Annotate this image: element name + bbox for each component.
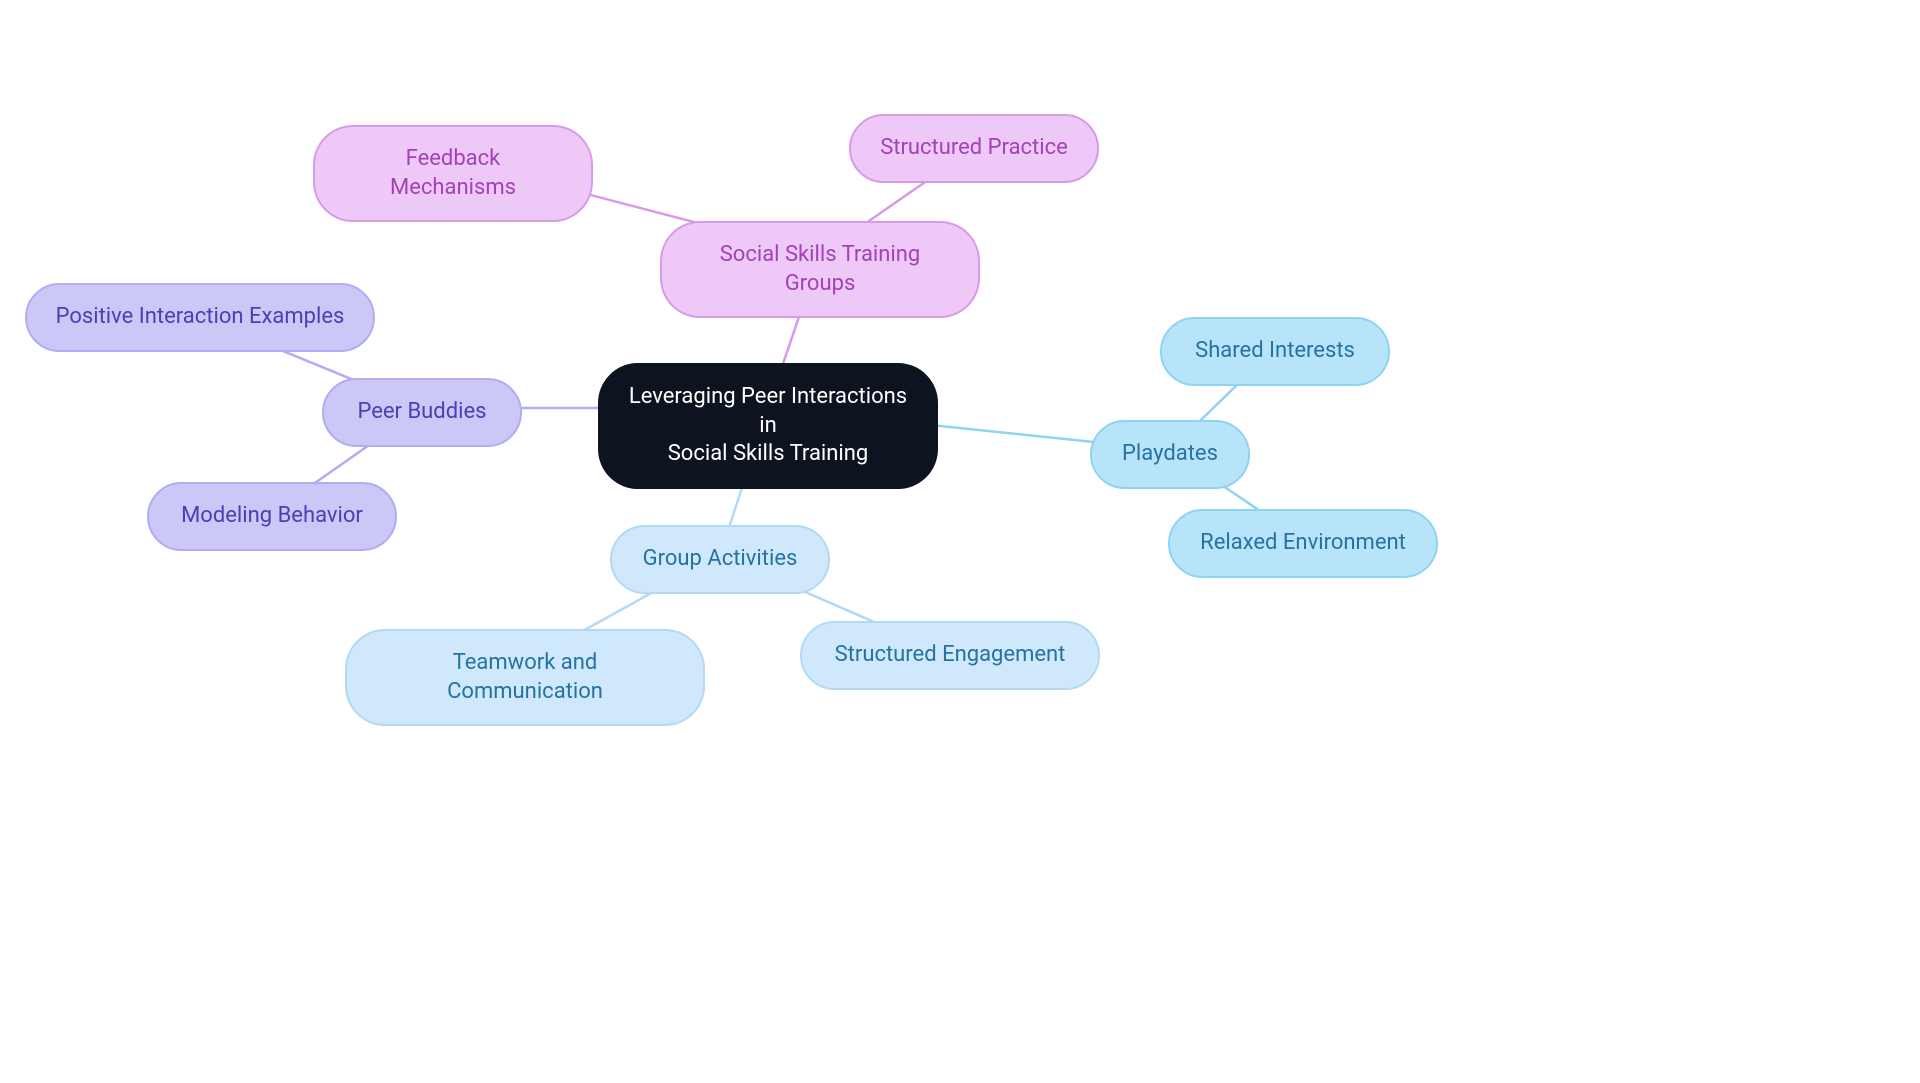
node-label-peer-buddies: Peer Buddies: [357, 398, 486, 427]
node-label-structured-engagement: Structured Engagement: [835, 641, 1066, 670]
node-label-modeling-behavior: Modeling Behavior: [181, 502, 363, 531]
node-label-structured-practice: Structured Practice: [880, 134, 1068, 163]
node-playdates: Playdates: [1090, 420, 1250, 489]
node-relaxed-environment: Relaxed Environment: [1168, 509, 1438, 578]
node-label-teamwork-communication: Teamwork and Communication: [375, 649, 675, 706]
node-label-feedback-mechanisms: Feedback Mechanisms: [343, 145, 563, 202]
node-teamwork-communication: Teamwork and Communication: [345, 629, 705, 726]
node-label-center: Leveraging Peer Interactions in Social S…: [628, 383, 908, 469]
node-label-relaxed-environment: Relaxed Environment: [1200, 529, 1406, 558]
node-label-shared-interests: Shared Interests: [1195, 337, 1355, 366]
node-structured-engagement: Structured Engagement: [800, 621, 1100, 690]
node-social-skills-training: Social Skills Training Groups: [660, 221, 980, 318]
node-group-activities: Group Activities: [610, 525, 830, 594]
node-positive-interaction: Positive Interaction Examples: [25, 283, 375, 352]
node-label-positive-interaction: Positive Interaction Examples: [56, 303, 345, 332]
node-modeling-behavior: Modeling Behavior: [147, 482, 397, 551]
node-center: Leveraging Peer Interactions in Social S…: [598, 363, 938, 489]
node-label-playdates: Playdates: [1122, 440, 1218, 469]
node-label-social-skills-training: Social Skills Training Groups: [690, 241, 950, 298]
node-peer-buddies: Peer Buddies: [322, 378, 522, 447]
node-shared-interests: Shared Interests: [1160, 317, 1390, 386]
node-structured-practice: Structured Practice: [849, 114, 1099, 183]
node-feedback-mechanisms: Feedback Mechanisms: [313, 125, 593, 222]
node-label-group-activities: Group Activities: [643, 545, 798, 574]
